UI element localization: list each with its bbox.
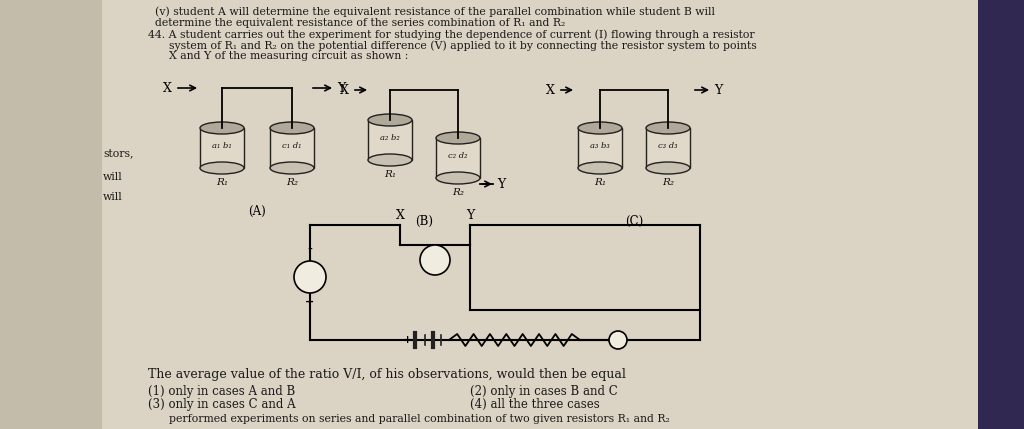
Circle shape bbox=[294, 261, 326, 293]
Text: R₂: R₂ bbox=[286, 178, 298, 187]
Text: +: + bbox=[305, 297, 314, 307]
Circle shape bbox=[420, 245, 450, 275]
Text: a₁ b₁: a₁ b₁ bbox=[212, 142, 231, 150]
Text: R₂: R₂ bbox=[662, 178, 674, 187]
Text: a₂ b₂: a₂ b₂ bbox=[380, 134, 400, 142]
Text: c₁ d₁: c₁ d₁ bbox=[283, 142, 302, 150]
FancyBboxPatch shape bbox=[270, 128, 314, 168]
FancyBboxPatch shape bbox=[200, 128, 244, 168]
Text: (A): (A) bbox=[248, 205, 266, 218]
Ellipse shape bbox=[270, 122, 314, 134]
Text: R₁: R₁ bbox=[594, 178, 606, 187]
Circle shape bbox=[609, 331, 627, 349]
Text: R₁: R₁ bbox=[216, 178, 228, 187]
Text: +: + bbox=[402, 335, 412, 345]
Text: Y: Y bbox=[714, 84, 722, 97]
Text: a₃ b₃: a₃ b₃ bbox=[590, 142, 610, 150]
Text: (C): (C) bbox=[625, 215, 643, 228]
Text: A: A bbox=[305, 271, 314, 284]
Text: X and Y of the measuring circuit as shown :: X and Y of the measuring circuit as show… bbox=[155, 51, 409, 61]
Text: c₃ d₃: c₃ d₃ bbox=[658, 142, 678, 150]
Text: X: X bbox=[163, 82, 172, 94]
Ellipse shape bbox=[436, 172, 480, 184]
Text: stors,: stors, bbox=[103, 148, 133, 158]
Text: (B): (B) bbox=[415, 215, 433, 228]
FancyBboxPatch shape bbox=[436, 138, 480, 178]
Text: V: V bbox=[431, 254, 439, 266]
Text: c₂ d₂: c₂ d₂ bbox=[449, 152, 468, 160]
FancyBboxPatch shape bbox=[578, 128, 622, 168]
Ellipse shape bbox=[646, 122, 690, 134]
Ellipse shape bbox=[200, 122, 244, 134]
Text: X: X bbox=[546, 84, 555, 97]
Text: performed experiments on series and parallel combination of two given resistors : performed experiments on series and para… bbox=[148, 414, 670, 424]
Text: -: - bbox=[439, 254, 444, 268]
Text: (1) only in cases A and B: (1) only in cases A and B bbox=[148, 385, 295, 398]
Text: (4) all the three cases: (4) all the three cases bbox=[470, 398, 600, 411]
Ellipse shape bbox=[368, 114, 412, 126]
FancyBboxPatch shape bbox=[100, 0, 978, 429]
Text: X: X bbox=[340, 84, 349, 97]
Ellipse shape bbox=[578, 162, 622, 174]
Ellipse shape bbox=[578, 122, 622, 134]
Text: -: - bbox=[307, 243, 312, 257]
Text: (3) only in cases C and A: (3) only in cases C and A bbox=[148, 398, 296, 411]
Text: X: X bbox=[395, 209, 404, 222]
Text: will: will bbox=[103, 192, 123, 202]
Ellipse shape bbox=[270, 162, 314, 174]
Text: R₁: R₁ bbox=[384, 170, 396, 179]
Text: determine the equivalent resistance of the series combination of R₁ and R₂: determine the equivalent resistance of t… bbox=[155, 18, 565, 28]
Text: (v) student A will determine the equivalent resistance of the parallel combinati: (v) student A will determine the equival… bbox=[155, 6, 715, 17]
Text: (2) only in cases B and C: (2) only in cases B and C bbox=[470, 385, 617, 398]
Text: system of R₁ and R₂ on the potential difference (V) applied to it by connecting : system of R₁ and R₂ on the potential dif… bbox=[155, 40, 757, 51]
Text: Y: Y bbox=[466, 209, 474, 222]
FancyBboxPatch shape bbox=[978, 0, 1024, 429]
Text: Y: Y bbox=[497, 178, 505, 190]
Ellipse shape bbox=[200, 162, 244, 174]
Ellipse shape bbox=[368, 154, 412, 166]
FancyBboxPatch shape bbox=[368, 120, 412, 160]
Text: 44. A student carries out the experiment for studying the dependence of current : 44. A student carries out the experiment… bbox=[148, 29, 755, 39]
Text: +: + bbox=[424, 256, 432, 266]
Text: Y: Y bbox=[337, 82, 345, 94]
Ellipse shape bbox=[436, 132, 480, 144]
FancyBboxPatch shape bbox=[646, 128, 690, 168]
Text: will: will bbox=[103, 172, 123, 182]
Text: The average value of the ratio V/I, of his observations, would then be equal: The average value of the ratio V/I, of h… bbox=[148, 368, 626, 381]
Text: R₂: R₂ bbox=[452, 188, 464, 197]
Ellipse shape bbox=[646, 162, 690, 174]
FancyBboxPatch shape bbox=[0, 0, 102, 429]
